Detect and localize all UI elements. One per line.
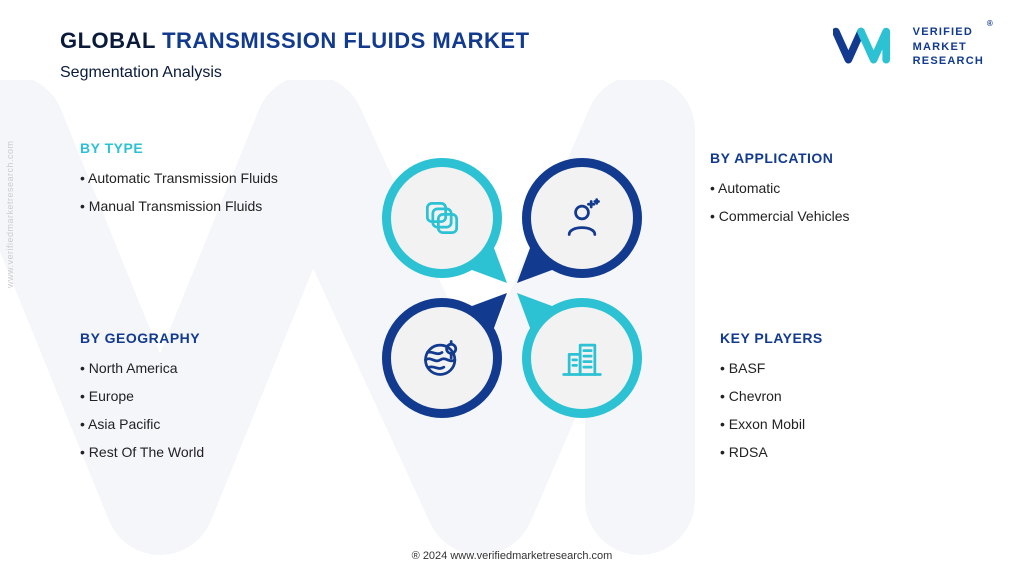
infographic-canvas: { "colors": { "brand_dark_blue": "#123a8…	[0, 0, 1024, 576]
list-item: Manual Transmission Fluids	[80, 192, 310, 220]
group-list-geography: North AmericaEuropeAsia PacificRest Of T…	[80, 354, 310, 466]
petal-inner	[531, 307, 633, 409]
brand-logo: VERIFIED MARKET RESEARCH ®	[833, 24, 984, 70]
petal-top-left	[377, 153, 507, 283]
building-icon	[560, 336, 604, 380]
list-item: Asia Pacific	[80, 410, 310, 438]
petal-bottom-right	[517, 293, 647, 423]
title-prefix: GLOBAL	[60, 28, 162, 53]
petal-bottom-left	[377, 293, 507, 423]
list-item: RDSA	[720, 438, 970, 466]
list-item: Automatic	[710, 174, 960, 202]
stack-icon	[420, 196, 464, 240]
list-item: Europe	[80, 382, 310, 410]
petal-top-right	[517, 153, 647, 283]
brand-logo-text: VERIFIED MARKET RESEARCH ®	[913, 25, 984, 70]
person-icon	[560, 196, 604, 240]
group-title-type: BY TYPE	[80, 140, 310, 156]
group-by-application: BY APPLICATION AutomaticCommercial Vehic…	[710, 150, 960, 230]
globe-icon	[420, 336, 464, 380]
list-item: Chevron	[720, 382, 970, 410]
group-by-geography: BY GEOGRAPHY North AmericaEuropeAsia Pac…	[80, 330, 310, 466]
list-item: BASF	[720, 354, 970, 382]
title-highlight: TRANSMISSION FLUIDS MARKET	[162, 28, 529, 53]
list-item: North America	[80, 354, 310, 382]
group-key-players: KEY PLAYERS BASFChevronExxon MobilRDSA	[720, 330, 970, 466]
list-item: Exxon Mobil	[720, 410, 970, 438]
list-item: Rest Of The World	[80, 438, 310, 466]
petal-inner	[391, 307, 493, 409]
petal-inner	[531, 167, 633, 269]
logo-line2: MARKET	[913, 40, 984, 55]
list-item: Automatic Transmission Fluids	[80, 164, 310, 192]
group-list-application: AutomaticCommercial Vehicles	[710, 174, 960, 230]
center-diagram	[372, 148, 652, 428]
footer-text: ® 2024 www.verifiedmarketresearch.com	[0, 550, 1024, 562]
group-by-type: BY TYPE Automatic Transmission FluidsMan…	[80, 140, 310, 220]
vm-logo-icon	[833, 24, 903, 70]
logo-line3: RESEARCH	[913, 54, 984, 69]
page-subtitle: Segmentation Analysis	[60, 64, 530, 82]
header: GLOBAL TRANSMISSION FLUIDS MARKET Segmen…	[60, 28, 530, 82]
side-watermark: www.verifiedmarketresearch.com	[5, 140, 15, 288]
group-title-geography: BY GEOGRAPHY	[80, 330, 310, 346]
group-title-keyplayers: KEY PLAYERS	[720, 330, 970, 346]
list-item: Commercial Vehicles	[710, 202, 960, 230]
page-title: GLOBAL TRANSMISSION FLUIDS MARKET	[60, 28, 530, 54]
petal-inner	[391, 167, 493, 269]
group-list-keyplayers: BASFChevronExxon MobilRDSA	[720, 354, 970, 466]
logo-line1: VERIFIED	[913, 25, 984, 40]
registered-mark: ®	[987, 19, 994, 30]
group-title-application: BY APPLICATION	[710, 150, 960, 166]
group-list-type: Automatic Transmission FluidsManual Tran…	[80, 164, 310, 220]
